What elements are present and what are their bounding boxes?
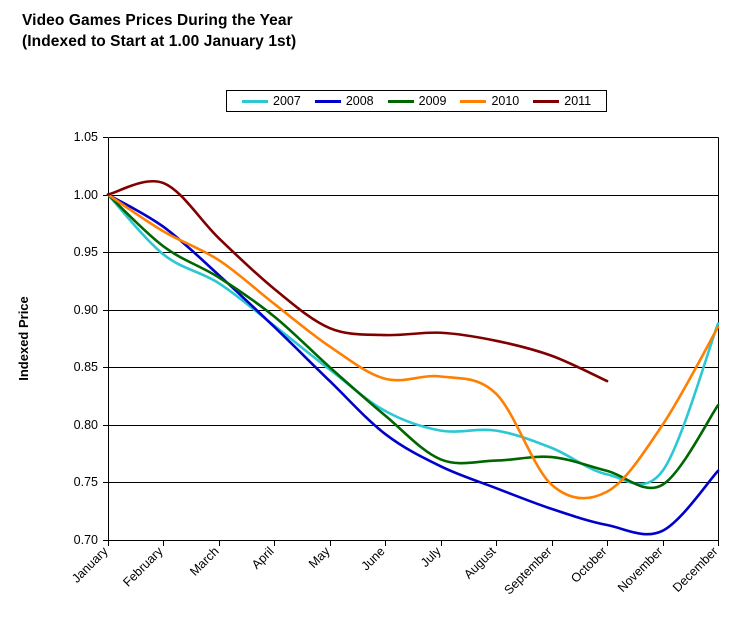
- x-tick-label: April: [249, 544, 277, 572]
- y-tick-label: 0.75: [74, 475, 98, 489]
- legend-swatch-2010: [460, 99, 487, 103]
- y-tick-label: 1.05: [74, 130, 98, 144]
- x-axis-ticks: January February March April May June July Augu…: [69, 540, 721, 597]
- legend-entry-2007: 2007: [242, 93, 301, 108]
- x-tick-label: September: [501, 544, 554, 597]
- legend-swatch-2011: [533, 99, 560, 103]
- chart-title-line-1: Video Games Prices During the Year: [22, 12, 293, 29]
- series-line-2010: [106, 193, 720, 500]
- data-series: [106, 180, 720, 536]
- chart-title-line-2: (Indexed to Start at 1.00 January 1st): [22, 33, 297, 50]
- y-axis-ticks: 1.05 1.00 0.95 0.90 0.85 0.80 0.75 0.70: [74, 130, 108, 547]
- y-tick-label: 0.90: [74, 303, 98, 317]
- series-line-2008: [106, 193, 720, 536]
- legend-entry-2011: 2011: [533, 93, 592, 108]
- legend-swatch-2008: [314, 99, 341, 103]
- x-tick-label: November: [615, 544, 666, 595]
- y-axis-title-label: Indexed Price: [16, 296, 31, 381]
- x-tick-label: June: [359, 544, 388, 573]
- y-tick-label: 0.85: [74, 360, 98, 374]
- x-tick-label: August: [461, 544, 499, 582]
- legend-label-2007: 2007: [273, 93, 301, 108]
- legend-entry-2009: 2009: [387, 93, 447, 108]
- legend-entry-2010: 2010: [460, 93, 520, 108]
- series-line-2009: [106, 193, 720, 490]
- series-line-2011: [106, 180, 609, 383]
- chart-title: Video Games Prices During the Year (Inde…: [22, 10, 542, 52]
- x-tick-label: October: [568, 544, 609, 585]
- y-tick-label: 0.80: [74, 418, 98, 432]
- chart-legend: 2007 2008 2009 2010 2011: [226, 90, 608, 112]
- legend-entry-2008: 2008: [314, 93, 374, 108]
- x-tick-label: July: [418, 544, 444, 570]
- x-tick-label: December: [670, 544, 721, 595]
- x-tick-label: January: [69, 544, 111, 586]
- x-tick-label: May: [306, 544, 333, 571]
- y-axis-title: Indexed Price: [16, 296, 31, 381]
- x-tick-label: March: [187, 544, 221, 578]
- legend-label-2009: 2009: [418, 93, 447, 108]
- gridlines: [108, 195, 718, 483]
- legend-swatch-2007: [242, 99, 268, 103]
- legend-label-2010: 2010: [491, 93, 520, 108]
- y-tick-label: 0.70: [74, 533, 98, 547]
- x-tick-label: February: [120, 544, 166, 590]
- legend-swatch-2009: [387, 99, 414, 103]
- y-tick-label: 0.95: [74, 245, 98, 259]
- axis-frame: [108, 137, 719, 541]
- legend-label-2008: 2008: [345, 93, 374, 108]
- legend-label-2011: 2011: [564, 93, 592, 108]
- y-tick-label: 1.00: [74, 188, 98, 202]
